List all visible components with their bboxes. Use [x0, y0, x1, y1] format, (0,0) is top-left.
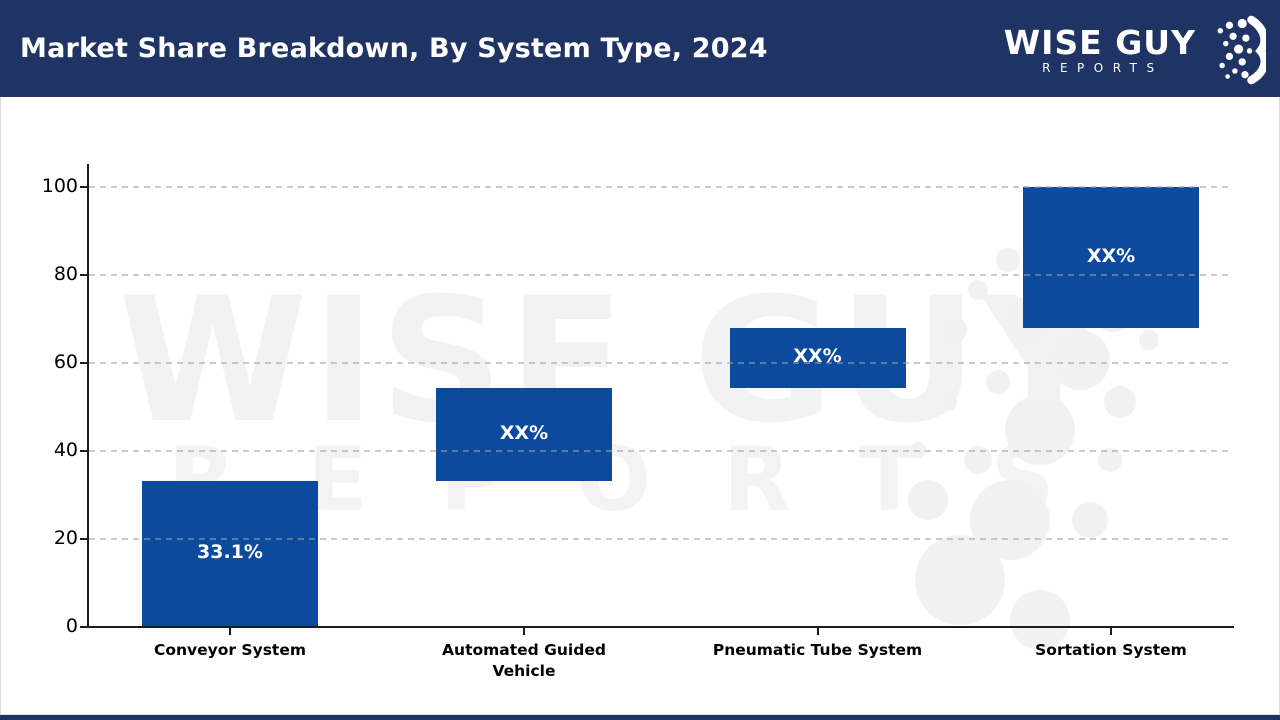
- footer-accent-bar: [0, 715, 1280, 720]
- logo-subname: REPORTS: [1042, 61, 1164, 75]
- bar-segment: [1023, 187, 1199, 329]
- bar-value-label: XX%: [499, 421, 549, 444]
- bar-value-label: 33.1%: [197, 541, 263, 564]
- y-axis-tick-label: 80: [53, 263, 78, 285]
- page-title: Market Share Breakdown, By System Type, …: [20, 33, 768, 64]
- y-axis-tick: [80, 626, 88, 628]
- wise-guy-logo-text: WISE GUY REPORTS: [1004, 26, 1196, 74]
- x-axis-tick: [816, 628, 819, 635]
- gridline: [89, 538, 1233, 540]
- gridline: [89, 186, 1233, 188]
- gridline: [89, 450, 1233, 452]
- x-axis-tick: [229, 628, 231, 635]
- y-axis-tick-label: 0: [65, 615, 78, 637]
- y-axis-tick: [80, 362, 88, 364]
- y-axis-tick: [80, 450, 88, 452]
- y-axis-tick-label: 100: [41, 175, 78, 197]
- waterfall-chart: WISE GUY REPORTS 0 20 40 60 80 100 33.1% Convey…: [0, 98, 1280, 716]
- y-axis-line: [87, 164, 89, 628]
- bar-value-label: XX%: [1086, 244, 1136, 267]
- gridline: [89, 274, 1233, 276]
- wise-guy-logo: WISE GUY REPORTS: [1004, 10, 1266, 90]
- x-axis-line: [87, 626, 1234, 628]
- bar-value-label: XX%: [793, 345, 842, 368]
- x-axis-tick: [523, 628, 525, 635]
- y-axis-tick-label: 40: [53, 439, 78, 461]
- x-axis-category-label: Conveyor System: [153, 641, 307, 659]
- bar-segment: [142, 481, 318, 627]
- y-axis-tick-label: 60: [53, 351, 78, 373]
- header-band: Market Share Breakdown, By System Type, …: [0, 0, 1280, 97]
- gridline: [89, 362, 1233, 364]
- wise-guy-face-icon: [1217, 15, 1266, 85]
- x-axis-category-label: Sortation System: [1035, 641, 1187, 659]
- watermark-text-primary: WISE GUY: [118, 260, 1111, 461]
- y-axis-tick: [80, 538, 88, 540]
- x-axis-category-label: Automated Guided Vehicle: [442, 641, 606, 680]
- x-axis-tick: [1110, 628, 1112, 635]
- bar-segment: [729, 328, 906, 389]
- logo-name: WISE GUY: [1003, 23, 1196, 62]
- x-axis-category-label: Pneumatic Tube System: [712, 641, 923, 659]
- bar-segment: [436, 388, 612, 482]
- y-axis-tick: [80, 274, 88, 276]
- y-axis-tick: [80, 186, 88, 188]
- y-axis-tick-label: 20: [53, 527, 78, 549]
